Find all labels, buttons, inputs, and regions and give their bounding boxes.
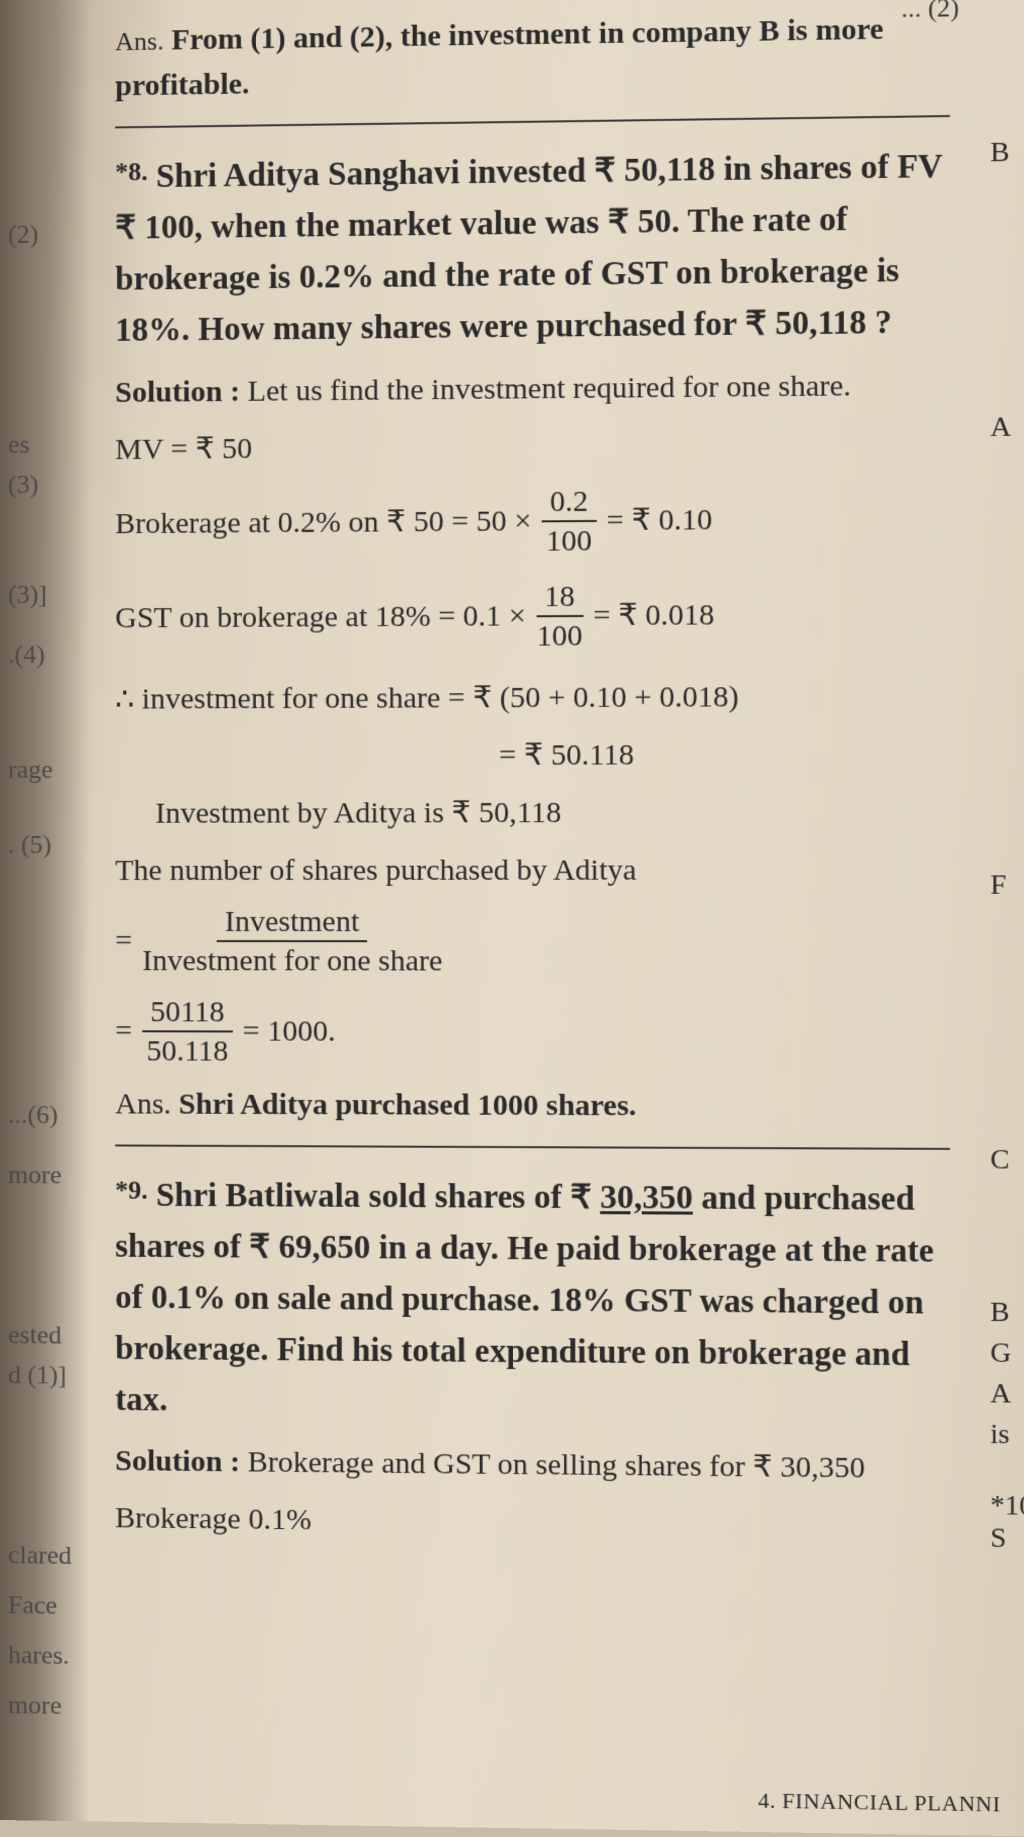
edge-fragment: A — [990, 411, 1011, 444]
margin-fragment: (2) — [8, 220, 38, 250]
divider — [115, 115, 950, 128]
question-9: *9. Shri Batliwala sold shares of ₹ 30,3… — [115, 1170, 960, 1434]
margin-fragment: more — [8, 1160, 61, 1190]
edge-fragment: B — [990, 137, 1009, 170]
margin-fragment: .(4) — [8, 640, 45, 670]
margin-fragment: ...(6) — [8, 1100, 58, 1130]
margin-fragment: clared — [8, 1540, 72, 1571]
inv-one-2: = ₹ 50.118 — [115, 731, 960, 779]
edge-fragment: *10. S — [990, 1490, 1024, 1556]
ans-label: Ans. — [115, 1087, 171, 1120]
left-margin-fragments: (2) es (3) (3)] .(4) rage . (5) ...(6) more ested… — [0, 0, 95, 1822]
equals: = — [115, 1008, 132, 1053]
equals: = — [115, 918, 132, 963]
sol8-intro: Let us find the investment required for … — [248, 369, 851, 408]
gst-line: GST on brokerage at 18% = 0.1 × 18 100 =… — [115, 577, 960, 654]
gst-post: = ₹ 0.018 — [593, 592, 714, 638]
margin-fragment: d (1)] — [8, 1360, 67, 1390]
edge-fragment: C — [990, 1144, 1009, 1177]
edge-fragment: F — [990, 869, 1006, 902]
margin-fragment: more — [8, 1690, 61, 1721]
margin-fragment: . (5) — [8, 830, 51, 860]
answer-7: Ans. From (1) and (2), the investment in… — [115, 5, 960, 108]
ans-label: Ans. — [115, 26, 164, 56]
margin-fragment: hares. — [8, 1640, 69, 1671]
right-edge-fragments: BAFCBGAis*10. S — [980, 0, 1024, 1837]
q8-text: Shri Aditya Sanghavi invested ₹ 50,118 i… — [115, 149, 942, 350]
margin-fragment: es — [8, 430, 30, 460]
ans7-text: From (1) and (2), the investment in comp… — [115, 12, 883, 102]
solution-label: Solution : — [115, 374, 240, 408]
q9-num: *9. — [115, 1175, 148, 1204]
ans8-text: Shri Aditya purchased 1000 shares. — [179, 1087, 637, 1122]
margin-fragment: Face — [8, 1590, 57, 1621]
q8-num: *8. — [115, 157, 148, 186]
solution-9: Solution : Brokerage and GST on selling … — [115, 1438, 960, 1492]
question-8: *8. Shri Aditya Sanghavi invested ₹ 50,1… — [115, 141, 960, 357]
fraction-0.2-100: 0.2 100 — [542, 484, 597, 557]
margin-fragment: ested — [8, 1320, 61, 1350]
solution-label: Solution : — [115, 1444, 240, 1478]
answer-8: Ans. Shri Aditya purchased 1000 shares. — [115, 1081, 960, 1129]
main-content: Ans. From (1) and (2), the investment in… — [115, 5, 960, 1562]
margin-fragment: rage — [8, 755, 53, 785]
page-footer: 4. FINANCIAL PLANNI — [758, 1787, 1001, 1817]
margin-fragment: (3) — [8, 470, 38, 500]
sol9-brokerage: Brokerage 0.1% — [115, 1495, 960, 1549]
margin-fragment: (3)] — [8, 580, 47, 610]
inv-aditya: Investment by Aditya is ₹ 50,118 — [115, 789, 960, 836]
q9-underline: 30,350 — [600, 1179, 693, 1216]
fraction-investment: Investment Investment for one share — [142, 905, 442, 978]
textbook-page: ... (2) (2)es(3)(3)].(4)rage. (5)...(6)m… — [0, 0, 1024, 1837]
edge-fragment: B — [990, 1297, 1009, 1330]
inv-one-1: ∴ investment for one share = ₹ (50 + 0.1… — [115, 673, 960, 722]
sol9-text: Brokerage and GST on selling shares for … — [248, 1446, 865, 1485]
brokerage-post: = ₹ 0.10 — [607, 497, 713, 543]
edge-fragment: A — [990, 1378, 1011, 1411]
brokerage-line: Brokerage at 0.2% on ₹ 50 = 50 × 0.2 100… — [115, 481, 960, 559]
gst-pre: GST on brokerage at 18% = 0.1 × — [115, 593, 526, 640]
calc-post: = 1000. — [243, 1008, 336, 1053]
solution-8-intro: Solution : Let us find the investment re… — [115, 362, 960, 415]
fraction-18-100: 18 100 — [536, 579, 583, 652]
q9-pre: Shri Batliwala sold shares of ₹ — [156, 1177, 600, 1215]
mv-line: MV = ₹ 50 — [115, 419, 960, 471]
edge-fragment: is — [990, 1419, 1009, 1452]
shares-calc: = 50118 50.118 = 1000. — [115, 995, 960, 1069]
shares-formula: = Investment Investment for one share — [115, 904, 960, 977]
num-shares-label: The number of shares purchased by Aditya — [115, 847, 960, 893]
divider — [115, 1144, 950, 1149]
fraction-50118: 50118 50.118 — [142, 995, 232, 1067]
edge-fragment: G — [990, 1337, 1011, 1370]
brokerage-pre: Brokerage at 0.2% on ₹ 50 = 50 × — [115, 498, 531, 546]
